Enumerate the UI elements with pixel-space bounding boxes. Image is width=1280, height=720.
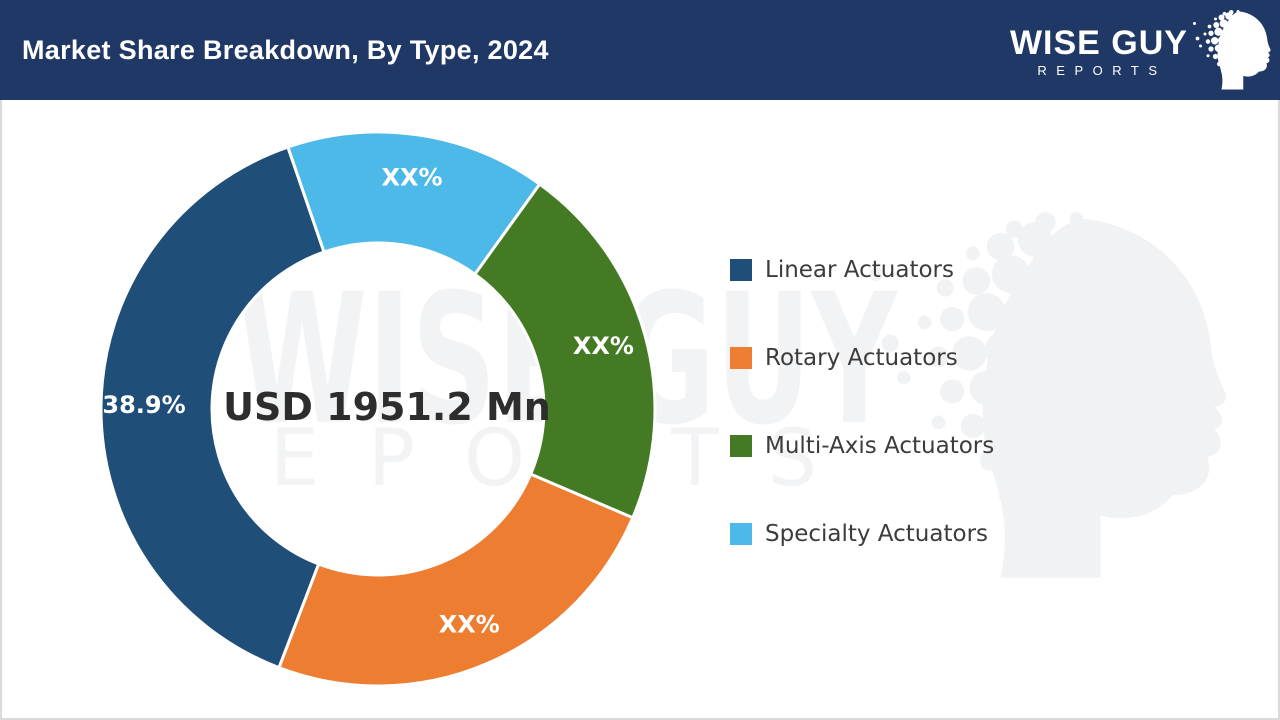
legend-swatch	[730, 523, 752, 545]
legend-label: Linear Actuators	[765, 257, 954, 283]
donut-slice-multi-axis-actuators	[472, 182, 657, 520]
legend-item-linear-actuators: Linear Actuators	[730, 257, 994, 283]
legend-swatch	[730, 259, 752, 281]
legend: Linear Actuators Rotary Actuators Multi-Ax…	[730, 257, 994, 547]
slice-value-label-specialty-actuators: XX%	[381, 163, 442, 191]
logo-wordmark: WISE GUY	[1009, 24, 1188, 62]
logo-subtext: REPORTS	[1037, 63, 1167, 78]
slice-value-label-rotary-actuators: XX%	[439, 610, 500, 638]
donut-slice-specialty-actuators	[285, 130, 542, 277]
chart-area: WISE GUY REPORTS XX%XX%XX%38.9%USD 1951.…	[0, 100, 1280, 720]
legend-label: Multi-Axis Actuators	[765, 433, 995, 459]
legend-item-rotary-actuators: Rotary Actuators	[730, 345, 994, 371]
page-title: Market Share Breakdown, By Type, 2024	[22, 34, 549, 65]
legend-label: Rotary Actuators	[765, 345, 958, 371]
slice-value-label-linear-actuators: 38.9%	[102, 391, 185, 419]
legend-label: Specialty Actuators	[765, 521, 989, 547]
watermark-text-line2: REPORTS	[167, 414, 817, 504]
legend-swatch	[730, 347, 752, 369]
donut-center-value: USD 1951.2 Mn	[223, 385, 551, 429]
header-bar: Market Share Breakdown, By Type, 2024 WI…	[0, 0, 1280, 100]
wise-guy-logo: WISE GUY REPORTS	[1010, 9, 1274, 91]
legend-item-specialty-actuators: Specialty Actuators	[730, 521, 994, 547]
donut-chart: XX% XX% XX% 38.9% USD 1951.2 Mn	[99, 130, 657, 688]
logo-face-icon	[1193, 9, 1271, 89]
donut-slice-rotary-actuators	[276, 472, 635, 688]
logo-text: WISE GUY REPORTS	[1010, 26, 1188, 78]
slice-value-label-multi-axis-actuators: XX%	[573, 332, 634, 360]
legend-swatch	[730, 435, 752, 457]
donut-slice-linear-actuators	[99, 145, 326, 670]
legend-item-multi-axis-actuators: Multi-Axis Actuators	[730, 433, 994, 459]
